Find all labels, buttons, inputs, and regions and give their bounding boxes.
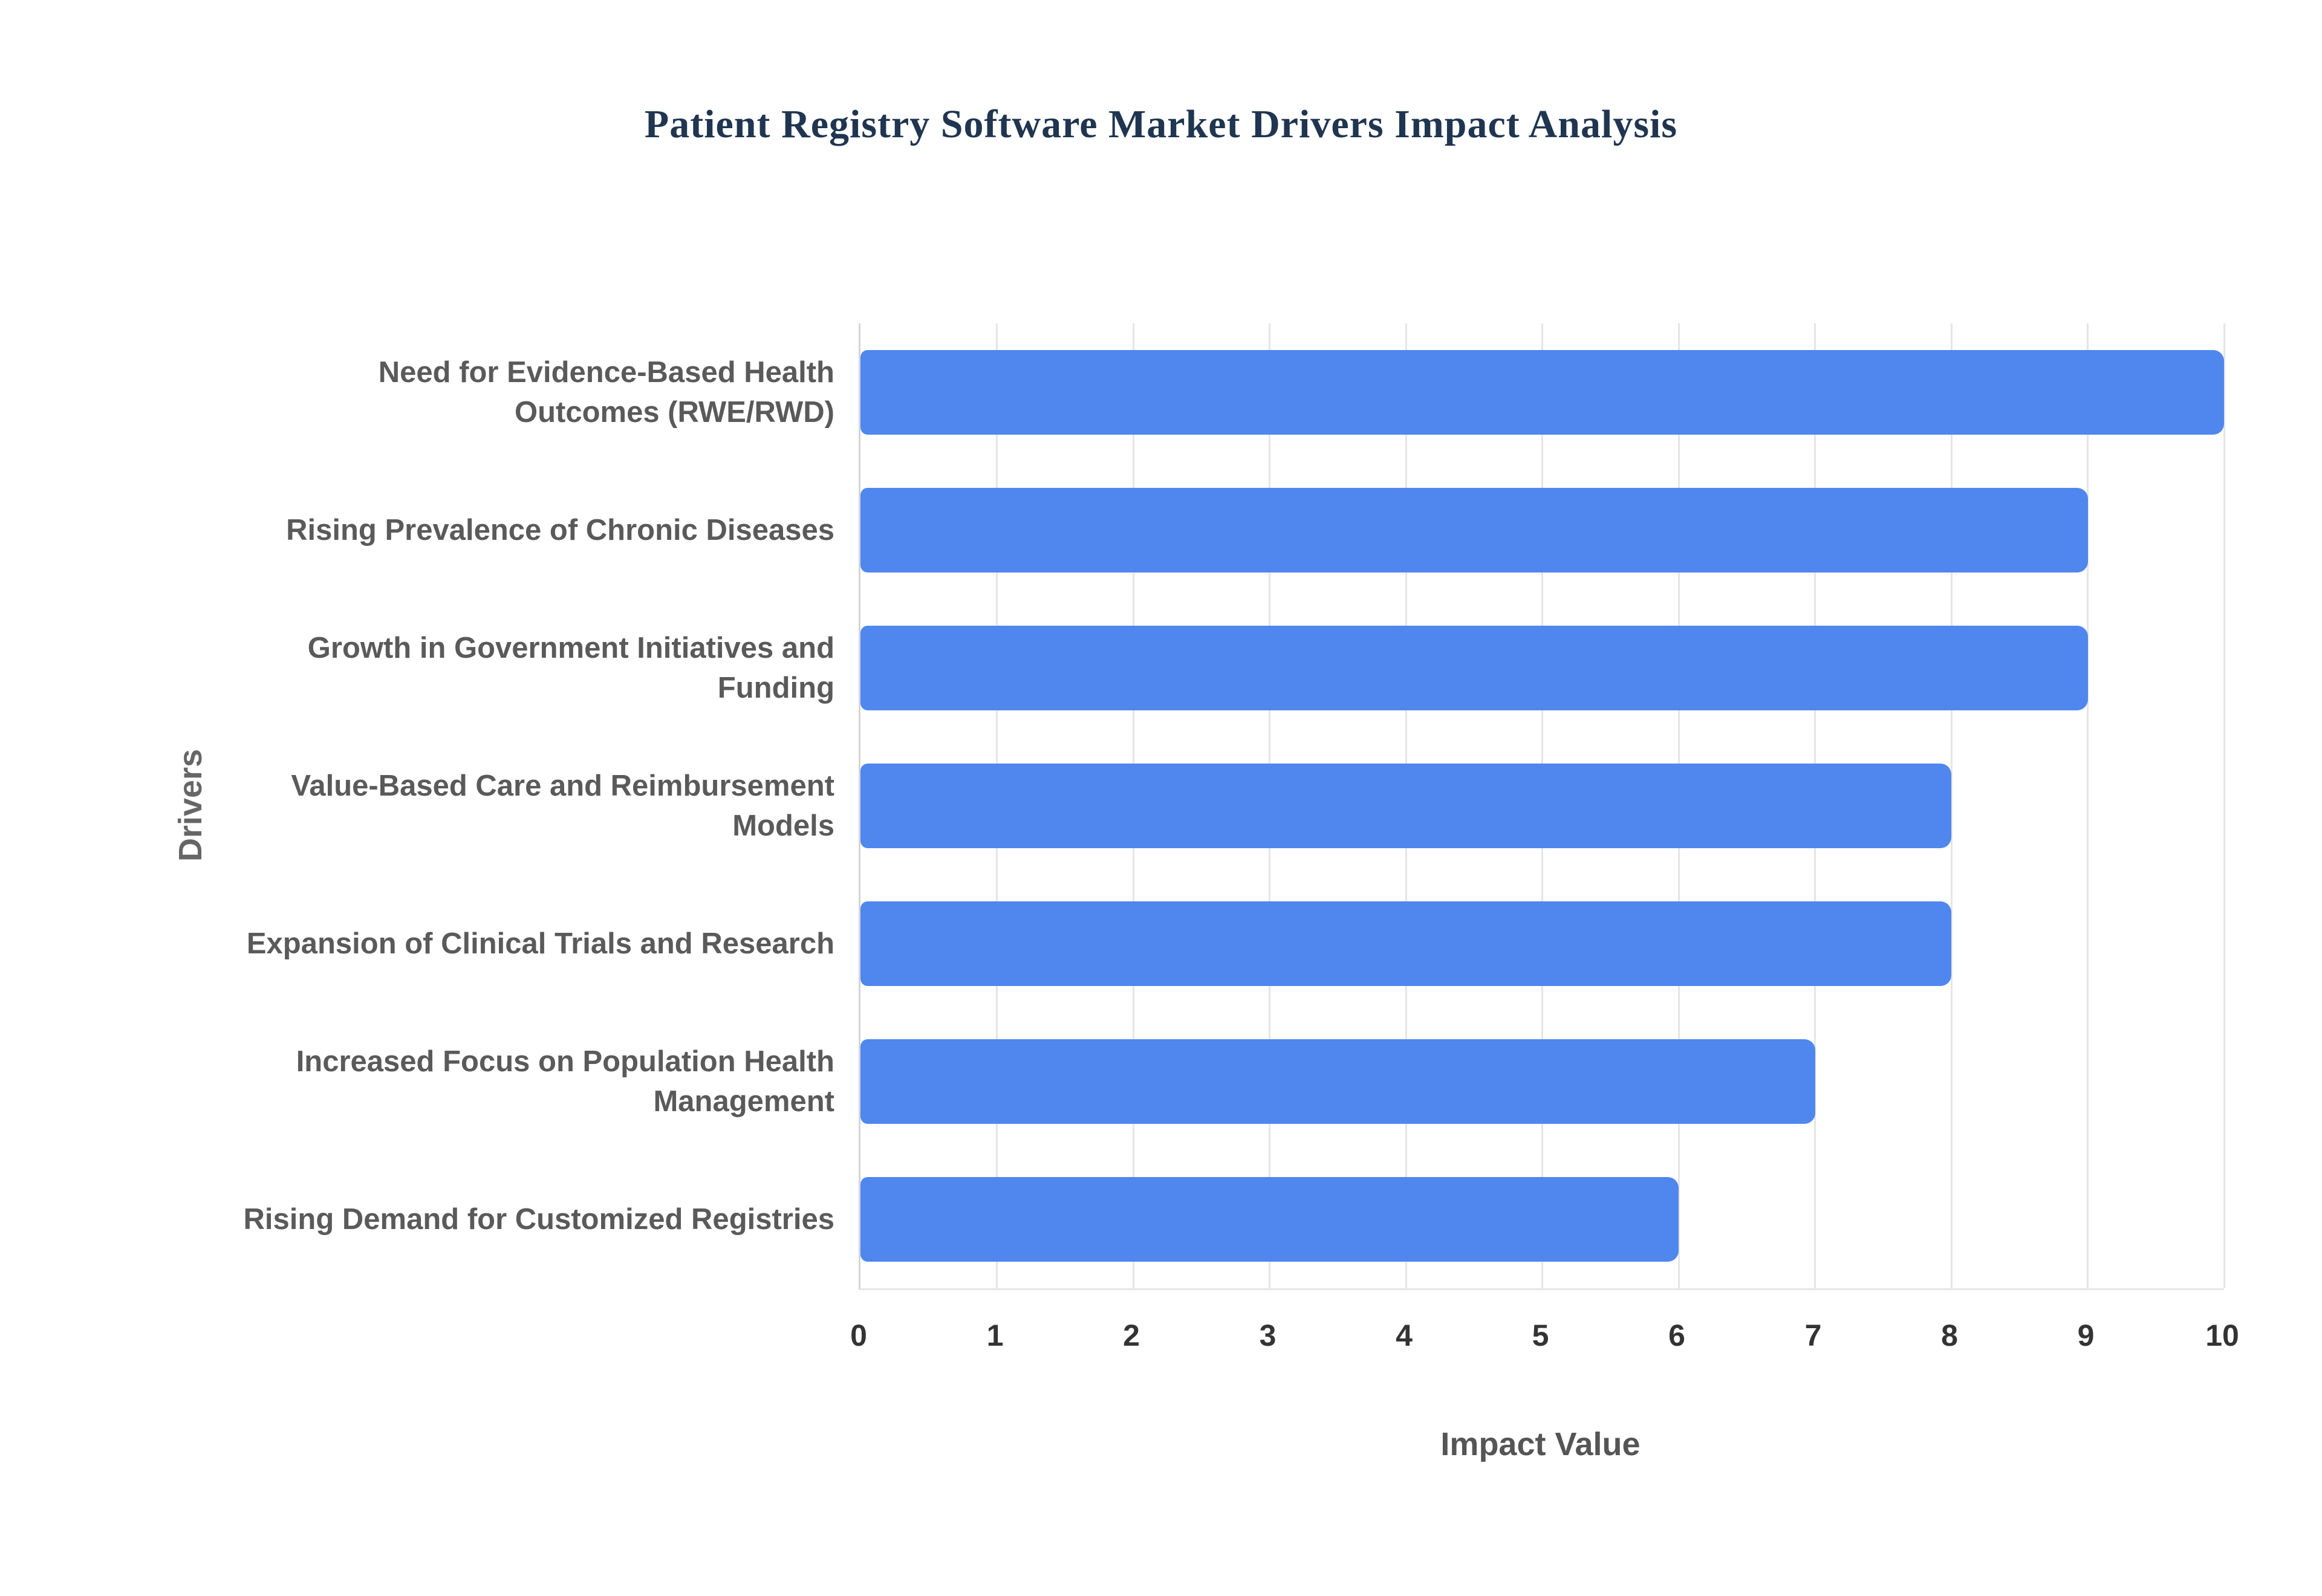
bar-6 [860, 1039, 1815, 1124]
category-labels-column: Need for Evidence-Based Health Outcomes … [230, 323, 834, 1288]
x-tick-label: 1 [986, 1319, 1004, 1352]
x-axis-label: Impact Value [1440, 1426, 1641, 1462]
x-tick-label: 0 [850, 1319, 867, 1352]
plot-area [859, 323, 2225, 1290]
category-label: Value-Based Care and Reimbursement Model… [291, 769, 834, 842]
category-label: Rising Demand for Customized Registries [243, 1202, 834, 1236]
x-tick-label: 5 [1532, 1319, 1549, 1352]
category-label: Increased Focus on Population Health Man… [296, 1045, 834, 1118]
bar-3 [860, 626, 2088, 710]
gridline [2087, 323, 2089, 1288]
bar-7 [860, 1177, 1679, 1262]
x-tick-label: 9 [2077, 1319, 2095, 1352]
x-tick-label: 3 [1259, 1319, 1276, 1352]
category-label: Need for Evidence-Based Health Outcomes … [378, 355, 834, 429]
x-tick-label: 10 [2205, 1319, 2239, 1352]
x-tick-label: 2 [1123, 1319, 1140, 1352]
x-axis-ticks: 0 1 2 3 4 5 6 7 8 9 10 [850, 1318, 2239, 1360]
bar-4 [860, 764, 1951, 848]
bar-1 [860, 350, 2224, 435]
chart-title: Patient Registry Software Market Drivers… [644, 102, 1678, 146]
category-label: Expansion of Clinical Trials and Researc… [246, 927, 834, 960]
y-axis-label: Drivers [172, 748, 209, 862]
gridline [1950, 323, 1953, 1288]
gridline [2223, 323, 2225, 1288]
category-label: Rising Prevalence of Chronic Diseases [286, 513, 834, 547]
x-tick-label: 4 [1396, 1319, 1413, 1352]
x-tick-label: 8 [1941, 1319, 1958, 1352]
bar-5 [860, 901, 1951, 986]
bar-2 [860, 488, 2088, 573]
x-tick-label: 6 [1668, 1319, 1685, 1352]
category-label: Growth in Government Initiatives and Fun… [307, 631, 834, 704]
x-tick-label: 7 [1804, 1319, 1822, 1352]
